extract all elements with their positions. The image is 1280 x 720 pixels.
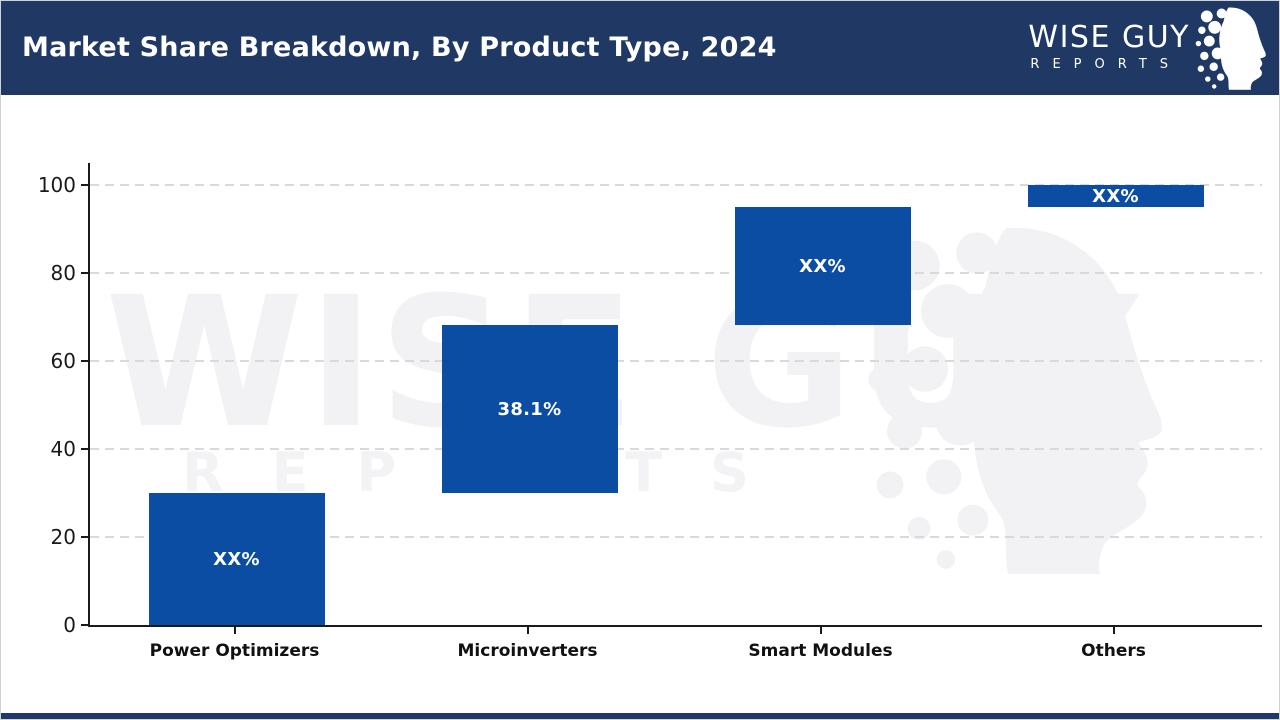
x-axis-tick-mark: [1112, 627, 1115, 634]
y-axis-tick-mark: [81, 448, 88, 450]
plot-area: XX% 38.1% XX% XX%: [88, 163, 1262, 627]
gridline: [90, 360, 1262, 362]
y-axis-tick-label: 40: [50, 437, 76, 461]
y-axis-tick-label: 0: [63, 613, 76, 637]
bar-value-label: XX%: [799, 255, 846, 277]
y-axis-tick-label: 20: [50, 525, 76, 549]
x-axis-tick-mark: [819, 627, 822, 634]
y-axis-tick-label: 100: [37, 173, 76, 197]
logo-reports-text: REPORTS: [1030, 57, 1182, 72]
y-axis-tick-label: 80: [50, 261, 76, 285]
y-axis-tick-label: 60: [50, 349, 76, 373]
y-axis-tick-mark: [81, 184, 88, 186]
x-axis-tick-mark: [233, 627, 236, 634]
gridline: [90, 536, 1262, 538]
logo-head-icon: [1192, 6, 1266, 90]
logo-brand-text: WISE GUY: [1028, 20, 1190, 55]
bar-value-label: XX%: [213, 548, 260, 570]
gridline: [90, 272, 1262, 274]
page-title: Market Share Breakdown, By Product Type,…: [22, 32, 777, 63]
x-axis-category-label: Others: [1081, 641, 1146, 661]
logo-text: WISE GUY REPORTS: [1028, 20, 1190, 73]
bar-others: XX%: [1027, 185, 1204, 207]
x-axis-category-label: Smart Modules: [748, 641, 893, 661]
wise-guy-logo: WISE GUY REPORTS: [1028, 6, 1266, 90]
gridline: [90, 184, 1262, 186]
x-axis-tick-mark: [526, 627, 529, 634]
y-axis-tick-mark: [81, 360, 88, 362]
bar-smart-modules: XX%: [734, 207, 911, 326]
y-axis-tick-mark: [81, 536, 88, 538]
y-axis-tick-mark: [81, 272, 88, 274]
y-axis-tick-mark: [81, 624, 88, 626]
bar-value-label: XX%: [1092, 185, 1139, 207]
footer-bar: [0, 713, 1280, 720]
gridline: [90, 448, 1262, 450]
bar-microinverters: 38.1%: [441, 325, 618, 493]
x-axis-category-label: Power Optimizers: [149, 641, 320, 661]
x-axis-category-label: Microinverters: [457, 641, 598, 661]
bar-value-label: 38.1%: [497, 398, 562, 420]
header-bar: Market Share Breakdown, By Product Type,…: [0, 0, 1280, 95]
bar-power-optimizers: XX%: [148, 493, 325, 625]
